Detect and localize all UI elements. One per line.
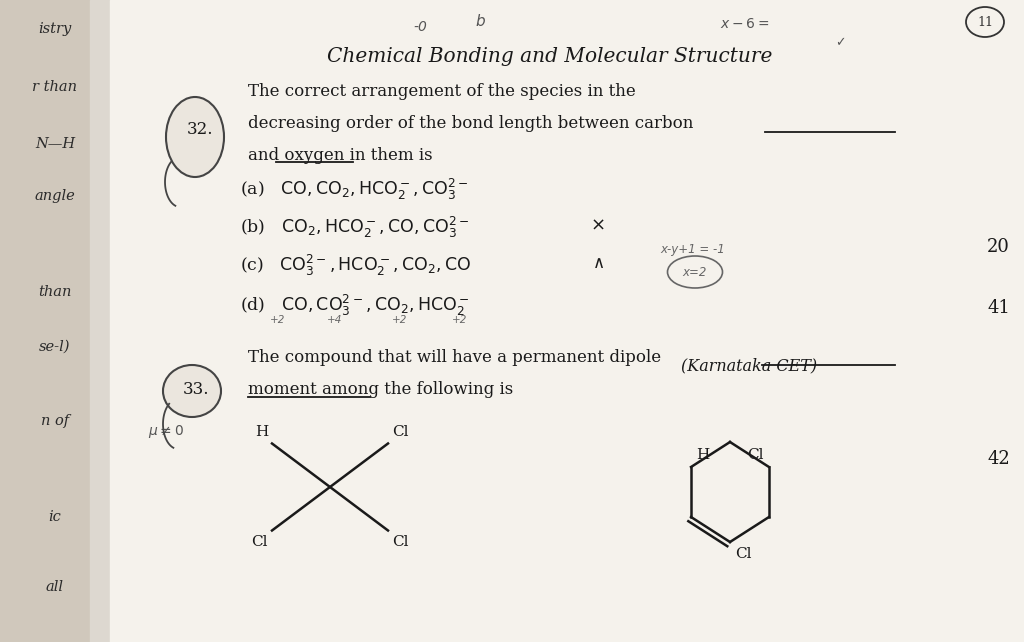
Bar bbox=[110, 0, 1024, 642]
Text: +2: +2 bbox=[270, 315, 286, 325]
Text: H: H bbox=[255, 426, 268, 440]
Text: $\wedge$: $\wedge$ bbox=[592, 254, 604, 272]
Text: 11: 11 bbox=[977, 15, 993, 28]
Text: angle: angle bbox=[35, 189, 76, 203]
Text: $\checkmark$: $\checkmark$ bbox=[835, 35, 845, 49]
Text: n of: n of bbox=[41, 413, 69, 428]
Ellipse shape bbox=[163, 365, 221, 417]
Text: istry: istry bbox=[38, 22, 72, 36]
Text: $\mu \neq 0$: $\mu \neq 0$ bbox=[148, 424, 184, 440]
Text: $\times$: $\times$ bbox=[590, 216, 604, 234]
Text: Cl: Cl bbox=[252, 535, 268, 548]
Text: Cl: Cl bbox=[392, 426, 409, 440]
Text: (a)   $\mathrm{CO, CO_2, HCO_2^-, CO_3^{2-}}$: (a) $\mathrm{CO, CO_2, HCO_2^-, CO_3^{2-… bbox=[240, 177, 469, 202]
Polygon shape bbox=[90, 0, 110, 642]
Text: 33.: 33. bbox=[182, 381, 209, 399]
Text: $x - 6 =$: $x - 6 =$ bbox=[720, 17, 769, 31]
Text: ic: ic bbox=[48, 510, 61, 524]
Polygon shape bbox=[0, 0, 110, 642]
Text: x=2: x=2 bbox=[683, 266, 708, 279]
Text: b: b bbox=[475, 15, 484, 30]
Text: (d)   $\mathrm{CO, CO_3^{2-}, CO_2, HCO_2^-}$: (d) $\mathrm{CO, CO_3^{2-}, CO_2, HCO_2^… bbox=[240, 293, 469, 318]
Text: 41: 41 bbox=[987, 299, 1010, 317]
Text: Cl: Cl bbox=[392, 535, 409, 548]
Text: -0: -0 bbox=[413, 20, 427, 34]
Text: Chemical Bonding and Molecular Structure: Chemical Bonding and Molecular Structure bbox=[328, 48, 773, 67]
Text: than: than bbox=[38, 285, 72, 299]
Text: all: all bbox=[46, 580, 63, 594]
Text: (Karnataka CET): (Karnataka CET) bbox=[681, 358, 817, 374]
Text: Cl: Cl bbox=[735, 547, 752, 561]
Text: 20: 20 bbox=[987, 238, 1010, 256]
Text: decreasing order of the bond length between carbon: decreasing order of the bond length betw… bbox=[248, 116, 693, 132]
Text: The compound that will have a permanent dipole: The compound that will have a permanent … bbox=[248, 349, 662, 365]
Text: 32.: 32. bbox=[186, 121, 213, 139]
Text: +2: +2 bbox=[453, 315, 468, 325]
Text: x-y+1 = -1: x-y+1 = -1 bbox=[660, 243, 725, 256]
Text: moment among the following is: moment among the following is bbox=[248, 381, 513, 397]
Text: N—H: N—H bbox=[35, 137, 75, 152]
Text: and oxygen in them is: and oxygen in them is bbox=[248, 146, 432, 164]
Text: 42: 42 bbox=[987, 450, 1010, 468]
Text: +4: +4 bbox=[328, 315, 343, 325]
Text: +2: +2 bbox=[392, 315, 408, 325]
Text: r than: r than bbox=[33, 80, 78, 94]
Text: Cl: Cl bbox=[748, 448, 764, 462]
Text: The correct arrangement of the species in the: The correct arrangement of the species i… bbox=[248, 83, 636, 101]
Ellipse shape bbox=[166, 97, 224, 177]
Text: se-l): se-l) bbox=[39, 340, 71, 354]
Text: (b)   $\mathrm{CO_2, HCO_2^-, CO, CO_3^{2-}}$: (b) $\mathrm{CO_2, HCO_2^-, CO, CO_3^{2-… bbox=[240, 214, 469, 239]
Text: (c)   $\mathrm{CO_3^{2-}, HCO_2^-, CO_2, CO}$: (c) $\mathrm{CO_3^{2-}, HCO_2^-, CO_2, C… bbox=[240, 252, 471, 277]
Text: H: H bbox=[696, 448, 710, 462]
